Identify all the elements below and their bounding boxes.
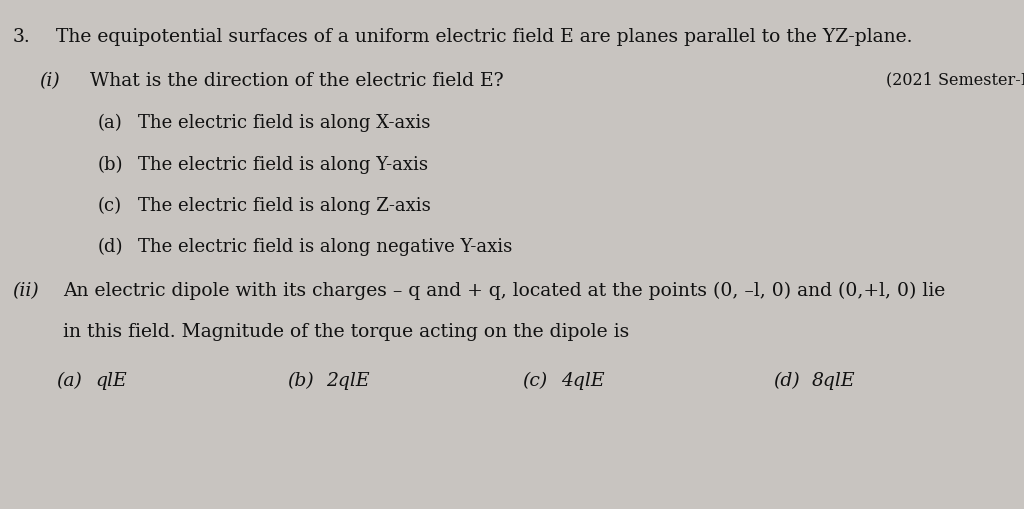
Text: qlE: qlE [95,371,127,389]
Text: 3.: 3. [12,28,30,46]
Text: (i): (i) [39,71,59,90]
Text: 2qlE: 2qlE [326,371,370,389]
Text: 4qlE: 4qlE [561,371,605,389]
Text: The electric field is along Z-axis: The electric field is along Z-axis [138,196,431,214]
Text: An electric dipole with its charges – q and + q, located at the points (0, –l, 0: An electric dipole with its charges – q … [63,281,946,299]
Text: in this field. Magnitude of the torque acting on the dipole is: in this field. Magnitude of the torque a… [63,323,630,341]
Text: (a): (a) [56,371,82,389]
Text: What is the direction of the electric field E?: What is the direction of the electric fi… [90,71,504,90]
Text: (c): (c) [97,196,122,214]
Text: (d): (d) [773,371,800,389]
Text: (b): (b) [287,371,313,389]
Text: The equipotential surfaces of a uniform electric field E are planes parallel to : The equipotential surfaces of a uniform … [56,28,912,46]
Text: (a): (a) [97,114,122,132]
Text: (b): (b) [97,155,123,173]
Text: The electric field is along X-axis: The electric field is along X-axis [138,114,431,132]
Text: 8qlE: 8qlE [812,371,856,389]
Text: The electric field is along negative Y-axis: The electric field is along negative Y-a… [138,238,512,256]
Text: (ii): (ii) [12,281,39,299]
Text: The electric field is along Y-axis: The electric field is along Y-axis [138,155,428,173]
Text: (d): (d) [97,238,123,256]
Text: (c): (c) [522,371,548,389]
Text: (2021 Semester-I): (2021 Semester-I) [886,71,1024,89]
